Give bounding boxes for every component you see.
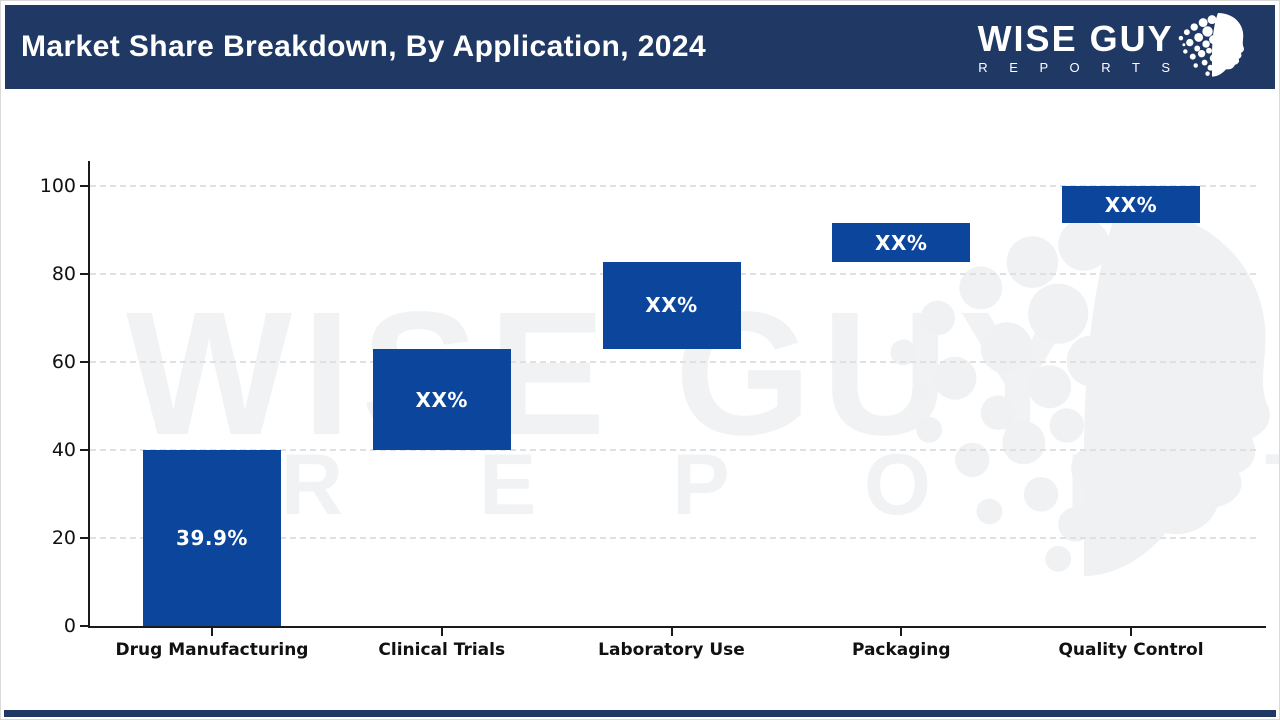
x-category-label-3: Packaging [851,640,951,660]
x-tick-2 [670,628,673,636]
y-tick-80 [80,273,89,275]
gridline-100 [90,185,1256,187]
bar-clinical-trials: XX% [372,348,511,451]
x-tick-3 [900,628,903,636]
y-tick-20 [80,537,89,539]
x-tick-4 [1130,628,1132,636]
bar-laboratory-use: XX% [602,262,741,349]
y-tick-label-0: 0 [63,615,76,637]
x-tick-1 [440,628,443,636]
logo-subtitle: R E P O R T S [978,59,1179,75]
bar-value-label: XX% [875,230,928,255]
x-axis-line [88,626,1266,628]
chart-title: Market Share Breakdown, By Application, … [21,30,707,63]
bar-quality-control: XX% [1062,186,1200,224]
y-tick-label-60: 60 [51,351,76,373]
x-category-label-0: Drug Manufacturing [115,640,309,660]
y-tick-label-40: 40 [51,439,76,461]
bar-value-label: 39.9% [176,526,248,551]
logo-text: WISE GUY R E P O R T S [972,17,1179,75]
y-tick-label-100: 100 [39,175,76,197]
header-bar: Market Share Breakdown, By Application, … [5,5,1275,89]
gridline-60 [90,361,1256,363]
y-tick-label-20: 20 [51,527,76,549]
gridline-20 [90,537,1256,539]
x-category-label-2: Laboratory Use [598,640,745,660]
y-tick-40 [80,449,89,451]
y-tick-100 [80,185,89,187]
wise-guy-reports-logo: WISE GUY R E P O R T S [972,10,1249,84]
x-category-label-4: Quality Control [1058,640,1204,660]
y-tick-0 [80,625,89,627]
bar-value-label: XX% [1104,192,1158,217]
bar-packaging: XX% [832,223,971,263]
bar-value-label: XX% [645,293,698,318]
y-axis-line [88,161,90,628]
x-category-label-1: Clinical Trials [378,640,506,660]
bar-value-label: XX% [415,387,468,412]
y-tick-label-80: 80 [51,263,76,285]
gridline-40 [90,449,1256,451]
logo-wordmark: WISE GUY [977,17,1174,59]
y-tick-60 [80,361,89,363]
bar-drug-manufacturing: 39.9% [143,450,281,626]
footer-bar [4,710,1276,717]
x-tick-0 [211,628,213,636]
